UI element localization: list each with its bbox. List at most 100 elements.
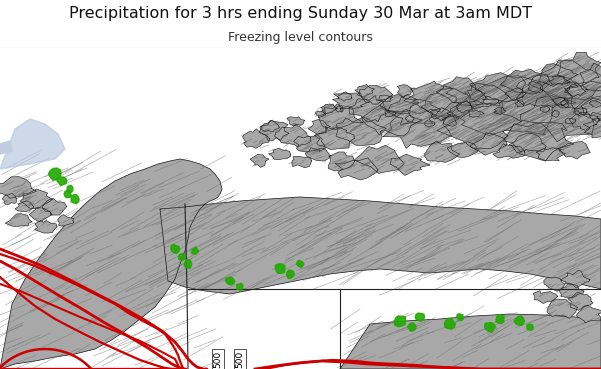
Polygon shape: [34, 220, 57, 233]
Polygon shape: [529, 60, 601, 108]
Polygon shape: [319, 104, 363, 130]
Polygon shape: [421, 88, 483, 118]
Polygon shape: [425, 121, 435, 127]
Polygon shape: [567, 86, 585, 97]
Polygon shape: [67, 185, 73, 193]
Polygon shape: [576, 305, 601, 323]
Polygon shape: [243, 129, 269, 148]
Polygon shape: [581, 98, 601, 121]
Polygon shape: [452, 76, 576, 135]
Polygon shape: [0, 119, 65, 169]
Polygon shape: [359, 85, 392, 104]
Polygon shape: [362, 106, 422, 136]
Polygon shape: [470, 133, 507, 155]
Polygon shape: [447, 142, 478, 158]
Polygon shape: [269, 148, 291, 160]
Polygon shape: [379, 95, 393, 102]
Polygon shape: [0, 141, 12, 154]
Polygon shape: [64, 190, 71, 198]
Text: 500: 500: [236, 351, 245, 368]
Polygon shape: [505, 88, 526, 100]
Polygon shape: [192, 247, 199, 254]
Polygon shape: [15, 201, 34, 212]
Polygon shape: [468, 83, 509, 109]
Polygon shape: [0, 159, 222, 369]
Polygon shape: [573, 108, 587, 116]
Polygon shape: [516, 75, 578, 108]
Polygon shape: [549, 76, 567, 85]
Polygon shape: [430, 108, 451, 121]
Polygon shape: [0, 177, 37, 198]
Polygon shape: [354, 145, 404, 173]
Polygon shape: [580, 63, 601, 92]
Polygon shape: [584, 119, 601, 138]
Polygon shape: [509, 133, 546, 153]
Polygon shape: [292, 156, 312, 168]
Text: 500: 500: [213, 351, 222, 368]
Polygon shape: [564, 81, 601, 118]
Polygon shape: [260, 120, 289, 141]
Polygon shape: [457, 101, 473, 113]
Polygon shape: [340, 314, 601, 369]
Polygon shape: [444, 318, 456, 329]
Polygon shape: [57, 177, 67, 186]
Polygon shape: [561, 270, 590, 288]
Polygon shape: [552, 97, 569, 106]
Polygon shape: [493, 144, 525, 158]
Polygon shape: [305, 148, 330, 161]
Polygon shape: [287, 117, 305, 126]
Polygon shape: [394, 316, 406, 327]
Polygon shape: [470, 73, 526, 102]
Polygon shape: [71, 195, 79, 204]
Polygon shape: [558, 141, 590, 159]
Polygon shape: [551, 111, 560, 117]
Polygon shape: [355, 85, 374, 97]
Polygon shape: [496, 315, 504, 324]
Polygon shape: [332, 93, 370, 110]
Polygon shape: [570, 112, 600, 130]
Text: Freezing level contours: Freezing level contours: [228, 31, 373, 44]
Polygon shape: [225, 277, 234, 285]
Polygon shape: [533, 291, 558, 304]
Polygon shape: [442, 116, 459, 126]
Polygon shape: [293, 135, 326, 152]
Polygon shape: [314, 126, 355, 149]
Polygon shape: [528, 81, 542, 92]
Polygon shape: [548, 299, 578, 318]
Polygon shape: [544, 277, 565, 292]
Polygon shape: [160, 197, 601, 294]
Polygon shape: [558, 52, 601, 86]
Polygon shape: [436, 77, 485, 103]
Polygon shape: [415, 313, 424, 321]
Polygon shape: [308, 120, 330, 134]
Polygon shape: [494, 107, 505, 115]
Polygon shape: [536, 148, 565, 161]
Polygon shape: [515, 101, 524, 107]
Polygon shape: [514, 316, 525, 325]
Polygon shape: [424, 141, 459, 162]
Polygon shape: [296, 260, 304, 268]
Polygon shape: [58, 215, 74, 226]
Polygon shape: [336, 117, 386, 145]
Polygon shape: [20, 189, 52, 208]
Polygon shape: [250, 155, 269, 167]
Polygon shape: [380, 94, 419, 114]
Polygon shape: [260, 121, 279, 132]
Polygon shape: [565, 118, 576, 124]
Polygon shape: [468, 110, 484, 117]
Polygon shape: [568, 292, 593, 310]
Polygon shape: [388, 97, 441, 124]
Polygon shape: [539, 64, 578, 86]
Polygon shape: [29, 208, 52, 221]
Polygon shape: [405, 115, 414, 122]
Polygon shape: [527, 324, 533, 330]
Polygon shape: [504, 122, 574, 161]
Polygon shape: [178, 254, 185, 260]
Polygon shape: [48, 168, 61, 180]
Polygon shape: [407, 323, 416, 331]
Polygon shape: [338, 92, 352, 101]
Polygon shape: [171, 244, 180, 254]
Polygon shape: [560, 283, 584, 298]
Polygon shape: [501, 69, 549, 94]
Polygon shape: [484, 96, 499, 105]
